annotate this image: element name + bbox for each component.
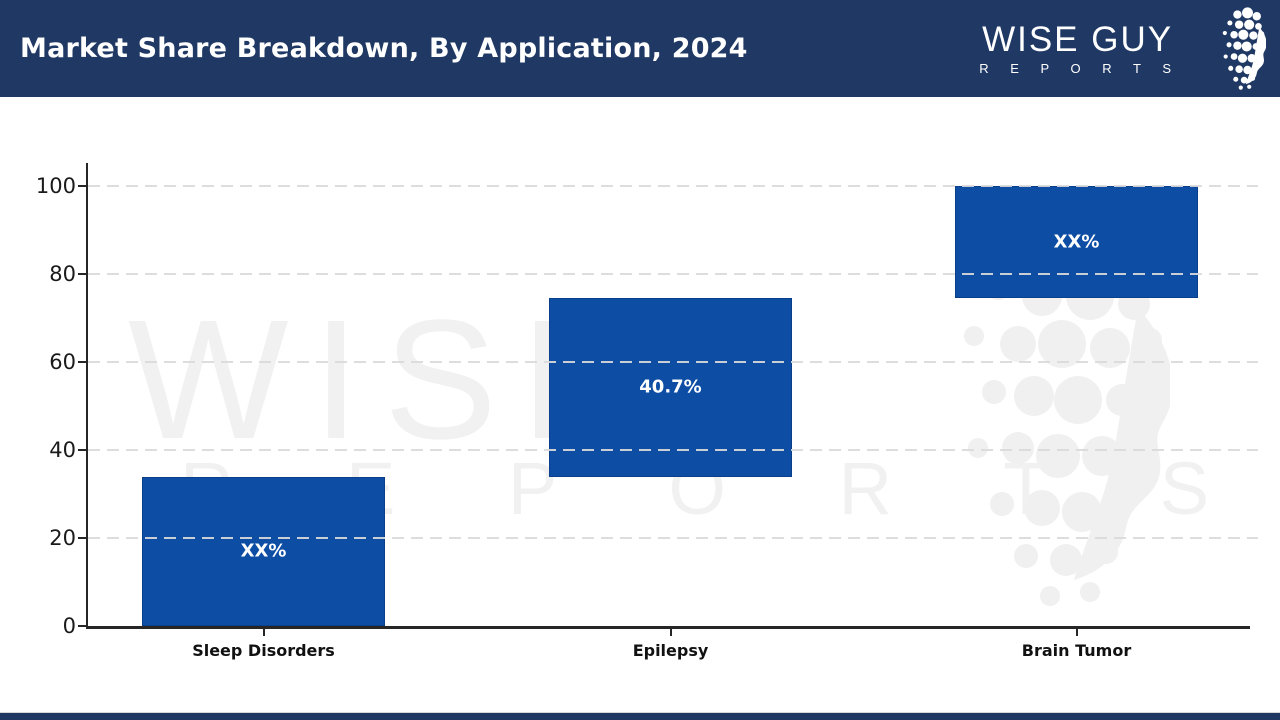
head-dot — [1237, 53, 1248, 63]
head-dot — [1014, 544, 1038, 568]
head-dot — [1000, 326, 1036, 362]
footer-band — [0, 712, 1280, 720]
head-dot — [1227, 19, 1233, 25]
y-tick-mark — [78, 537, 86, 539]
head-dot — [1233, 76, 1239, 82]
y-tick-mark — [78, 361, 86, 363]
head-dot — [1054, 376, 1102, 424]
y-axis-line — [86, 163, 88, 629]
chart-title: Market Share Breakdown, By Application, … — [20, 33, 748, 64]
head-dot — [1090, 328, 1130, 368]
y-tick-label: 80 — [49, 262, 76, 286]
gridline-80 — [88, 273, 1258, 275]
header-band: Market Share Breakdown, By Application, … — [0, 0, 1280, 97]
head-dot — [1233, 40, 1242, 50]
head-dot — [1244, 19, 1255, 30]
y-tick-label: 40 — [49, 438, 76, 462]
head-dot — [1223, 53, 1228, 59]
head-dot — [1242, 6, 1253, 18]
head-dot — [1234, 19, 1244, 29]
y-tick-label: 100 — [35, 174, 76, 198]
dotted-head-profile-icon — [1222, 6, 1266, 90]
head-dot — [1038, 320, 1086, 368]
y-tick-label: 20 — [49, 526, 76, 550]
y-tick-label: 60 — [49, 350, 76, 374]
head-dot — [1036, 434, 1080, 478]
head-dot — [1222, 30, 1227, 35]
gridline-60 — [88, 361, 1258, 363]
x-category-label: Sleep Disorders — [192, 641, 335, 660]
y-tick-mark — [78, 449, 86, 451]
head-dot — [1249, 30, 1258, 40]
logo-wordmark: WISE GUY — [982, 20, 1174, 59]
head-dot — [1238, 85, 1243, 90]
bar-brain-tumor — [955, 186, 1198, 298]
head-dot — [982, 380, 1006, 404]
head-dot — [1241, 40, 1252, 52]
gridline-20 — [88, 537, 1258, 539]
bar-sleep-disorders — [142, 476, 385, 626]
head-dot — [1238, 29, 1249, 40]
x-category-label: Epilepsy — [632, 641, 709, 660]
head-dot — [1080, 582, 1100, 602]
x-tick-mark — [1075, 629, 1078, 636]
head-dot — [964, 326, 984, 346]
head-dot — [1228, 65, 1234, 71]
head-dot — [1247, 84, 1252, 89]
y-tick-label: 0 — [62, 614, 76, 638]
head-dot — [1226, 41, 1232, 47]
head-dot — [1255, 22, 1262, 30]
head-dot — [1233, 9, 1242, 19]
head-dot — [968, 438, 988, 458]
bar-epilepsy — [549, 297, 792, 477]
x-tick-mark — [262, 629, 265, 636]
head-dot — [990, 492, 1014, 516]
y-tick-mark — [78, 273, 86, 275]
head-dot — [1243, 65, 1252, 74]
bar-value-label: 40.7% — [639, 376, 702, 398]
head-dot — [1002, 432, 1034, 464]
head-dot — [1062, 492, 1102, 532]
head-dot — [1230, 52, 1238, 60]
head-dot — [1014, 376, 1054, 416]
logo-subtitle: R E P O R T S — [979, 61, 1180, 76]
bar-value-label: XX% — [240, 540, 287, 562]
gridline-40 — [88, 449, 1258, 451]
x-tick-mark — [669, 629, 672, 636]
head-dot — [1235, 64, 1243, 73]
head-dot — [1230, 30, 1238, 38]
head-dot — [1240, 76, 1248, 83]
face-profile-shape — [1245, 26, 1266, 84]
face-profile-shape — [1074, 308, 1170, 580]
head-dot — [1252, 11, 1261, 20]
wise-guy-reports-logo: WISE GUY R E P O R T S — [975, 6, 1266, 91]
y-tick-mark — [78, 625, 86, 627]
x-axis-line — [86, 626, 1250, 629]
y-tick-mark — [78, 185, 86, 187]
head-dot — [1050, 544, 1082, 576]
x-category-label: Brain Tumor — [1021, 641, 1132, 660]
gridline-100 — [88, 185, 1258, 187]
bar-value-label: XX% — [1053, 231, 1100, 253]
head-dot — [1024, 490, 1060, 526]
head-dot — [1040, 586, 1060, 606]
logo-text: WISE GUY R E P O R T S — [975, 22, 1180, 75]
